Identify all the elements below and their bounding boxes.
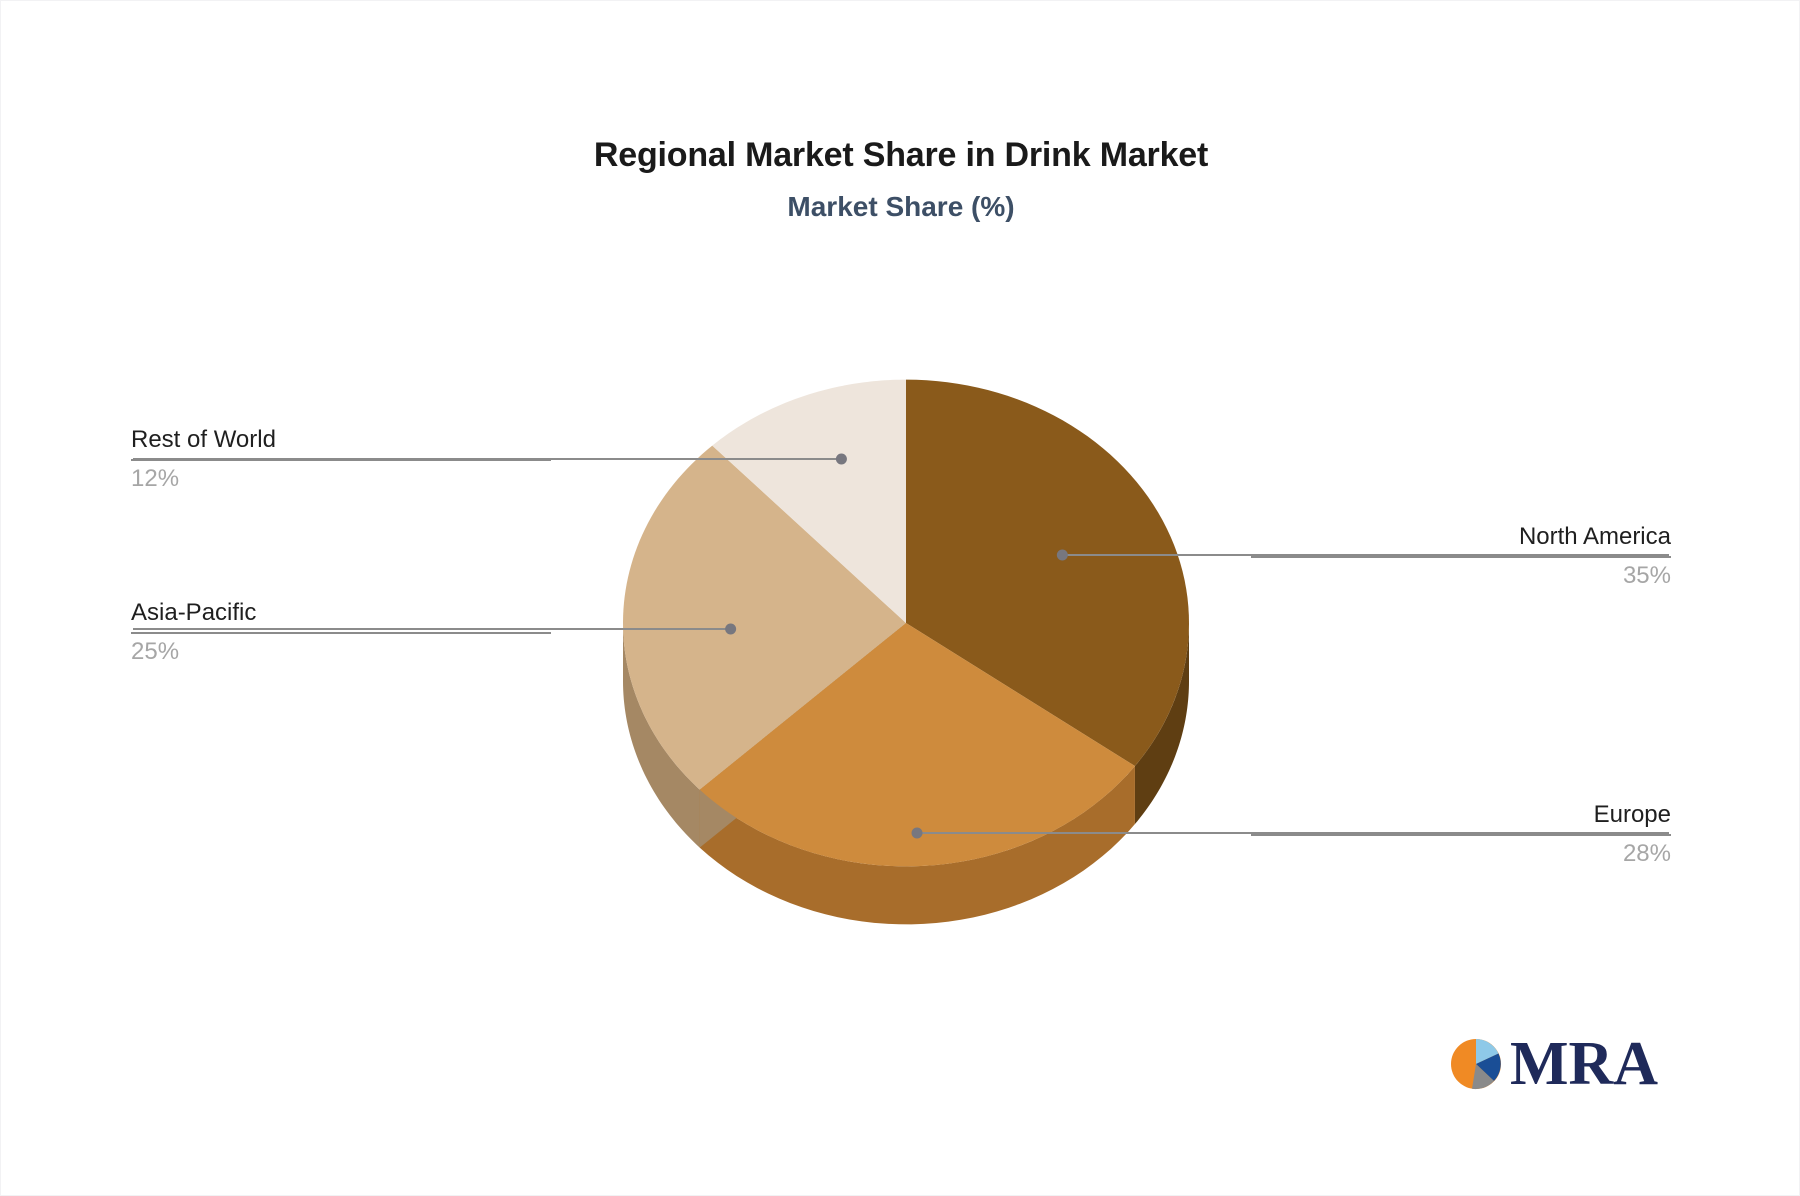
callout-asia-pacific[interactable]: Asia-Pacific 25% bbox=[131, 598, 551, 668]
callout-value-rest-of-world: 12% bbox=[131, 465, 180, 492]
logo-wordmark: MRA bbox=[1510, 1030, 1659, 1098]
callout-rule-rest-of-world bbox=[131, 459, 551, 461]
leader-dot-asia-pacific bbox=[725, 623, 737, 635]
callout-europe[interactable]: Europe 28% bbox=[1251, 800, 1671, 870]
logo-pie-dark-blue bbox=[1476, 1053, 1501, 1081]
callout-label-north-america: North America bbox=[1518, 523, 1671, 550]
callout-value-europe: 28% bbox=[1622, 840, 1671, 867]
callout-rest-of-world[interactable]: Rest of World 12% bbox=[131, 425, 551, 495]
callout-value-asia-pacific: 25% bbox=[131, 638, 180, 665]
pie-chart-logo-icon bbox=[1451, 1039, 1501, 1090]
callout-label-rest-of-world: Rest of World bbox=[131, 426, 276, 453]
leader-dot-rest-of-world bbox=[835, 453, 847, 465]
callout-label-asia-pacific: Asia-Pacific bbox=[131, 599, 257, 626]
callout-rule-north-america bbox=[1251, 556, 1671, 558]
callout-rule-asia-pacific bbox=[131, 632, 551, 634]
pie-slice-north-america[interactable] bbox=[906, 379, 1189, 767]
pie-slice-europe[interactable] bbox=[699, 623, 1135, 867]
logo-pie-light-blue bbox=[1476, 1039, 1499, 1064]
pie-slice-side-north-america bbox=[1134, 623, 1189, 825]
logo-pie-gray bbox=[1472, 1064, 1494, 1090]
leader-dot-europe bbox=[911, 827, 923, 839]
chart-subtitle: Market Share (%) bbox=[787, 191, 1015, 222]
callout-north-america[interactable]: North America 35% bbox=[1251, 522, 1671, 592]
mra-logo[interactable]: MRA bbox=[1450, 1033, 1658, 1095]
callout-rule-europe bbox=[1251, 834, 1671, 836]
pie-slice-asia-pacific[interactable] bbox=[623, 445, 906, 790]
pie-slice-side-europe bbox=[699, 766, 1135, 925]
callout-label-europe: Europe bbox=[1593, 801, 1671, 828]
leader-dot-north-america bbox=[1056, 549, 1068, 561]
pie-slice-side-asia-pacific bbox=[623, 623, 700, 848]
callout-value-north-america: 35% bbox=[1622, 562, 1671, 589]
pie-slice-rest-of-world[interactable] bbox=[712, 379, 906, 623]
chart-title: Regional Market Share in Drink Market bbox=[593, 136, 1209, 174]
